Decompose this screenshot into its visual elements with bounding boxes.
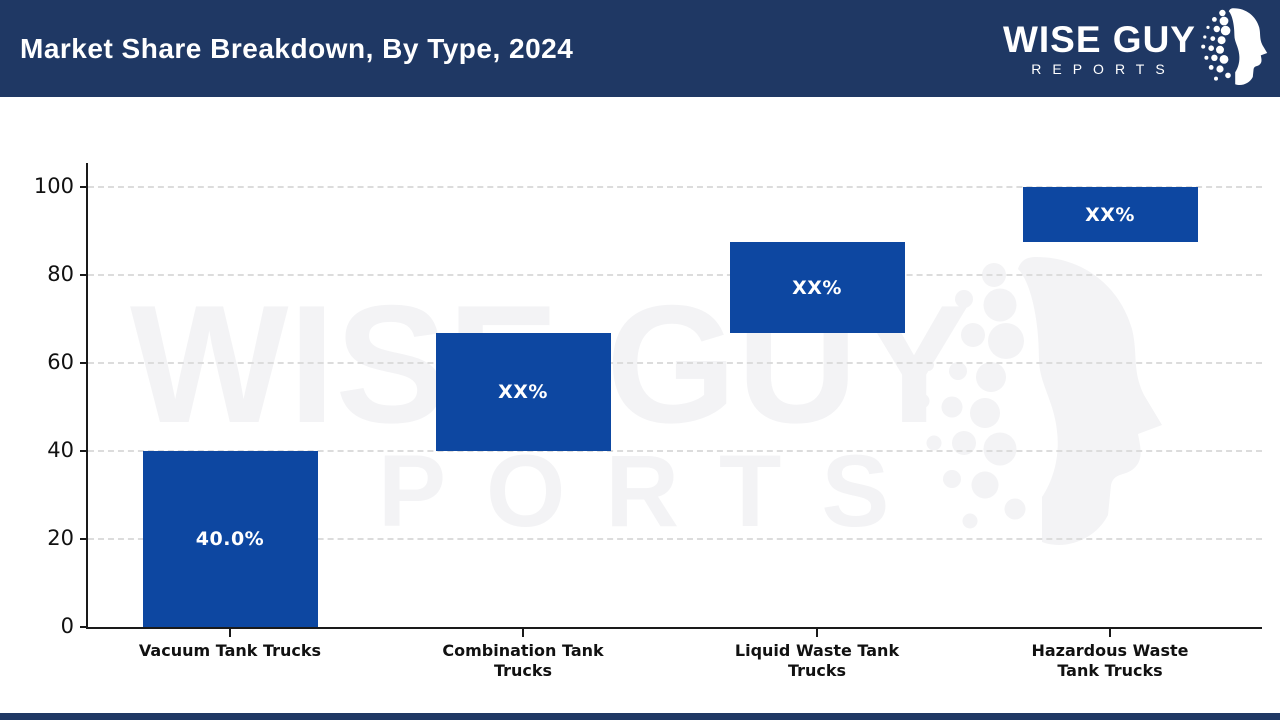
gridline [88, 538, 1262, 540]
brand-logo: WISE GUY REPORTS [1003, 4, 1274, 94]
y-tick-label: 40 [47, 438, 74, 462]
y-tick-mark [80, 626, 88, 628]
y-tick-mark [80, 538, 88, 540]
gridline [88, 450, 1262, 452]
bar: XX% [1022, 187, 1198, 242]
brand-subname: REPORTS [1031, 61, 1176, 77]
x-axis-line [86, 627, 1262, 629]
gridline [88, 186, 1262, 188]
x-category-label: Vacuum Tank Trucks [138, 641, 322, 660]
brand-head-icon [1201, 8, 1268, 85]
brand-logo-text: WISE GUY REPORTS [1003, 21, 1196, 77]
watermark-text-line2: PORTS [378, 434, 930, 548]
y-tick-mark [80, 450, 88, 452]
page-title: Market Share Breakdown, By Type, 2024 [20, 32, 574, 64]
x-category-label: Combination Tank Trucks [442, 641, 604, 680]
footer-bar [0, 713, 1280, 720]
bar: XX% [729, 242, 905, 334]
y-tick-mark [80, 362, 88, 364]
y-tick-label: 60 [47, 350, 74, 374]
y-tick-label: 20 [47, 526, 74, 550]
header-bar: Market Share Breakdown, By Type, 2024 WI… [0, 0, 1280, 97]
gridline [88, 362, 1262, 364]
bar: 40.0% [142, 451, 318, 627]
watermark-head-icon [914, 257, 1162, 545]
y-tick-label: 80 [47, 262, 74, 286]
bar-value-label: XX% [498, 381, 548, 404]
y-tick-mark [80, 186, 88, 188]
gridline [88, 274, 1262, 276]
x-category-label: Hazardous Waste Tank Trucks [1031, 641, 1189, 680]
x-tick-mark [522, 629, 524, 637]
bar-value-label: XX% [1085, 203, 1135, 226]
x-tick-mark [1109, 629, 1111, 637]
bar-value-label: XX% [792, 276, 842, 299]
x-category-label: Liquid Waste Tank Trucks [734, 641, 900, 680]
x-tick-mark [229, 629, 231, 637]
y-tick-mark [80, 274, 88, 276]
y-axis-line [86, 163, 88, 629]
x-tick-mark [816, 629, 818, 637]
y-tick-label: 100 [33, 174, 74, 198]
bar: XX% [435, 333, 611, 451]
brand-name: WISE GUY [1002, 19, 1196, 60]
bar-value-label: 40.0% [195, 528, 265, 550]
y-tick-label: 0 [60, 614, 74, 638]
